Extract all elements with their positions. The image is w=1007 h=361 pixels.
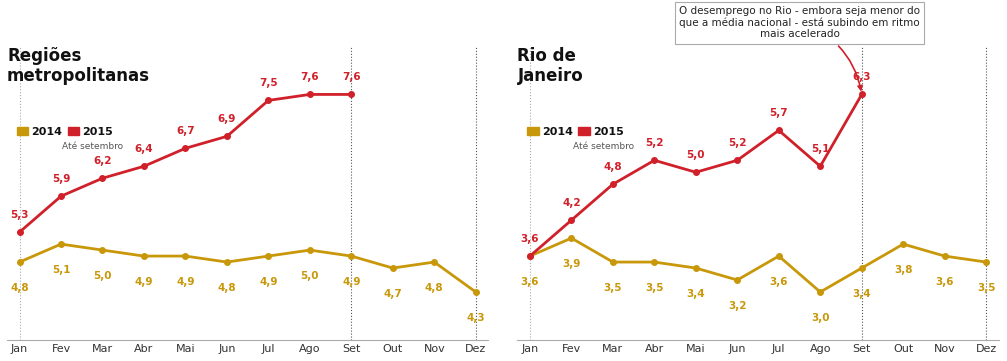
- Text: 3,6: 3,6: [769, 277, 788, 287]
- Text: 3,4: 3,4: [852, 289, 871, 299]
- Text: 5,7: 5,7: [769, 108, 788, 118]
- Text: 3,6: 3,6: [936, 277, 954, 287]
- Text: 3,4: 3,4: [687, 289, 705, 299]
- Text: Até setembro: Até setembro: [62, 142, 124, 151]
- Text: 4,3: 4,3: [466, 313, 485, 323]
- Text: 3,8: 3,8: [894, 265, 912, 275]
- Text: 7,5: 7,5: [259, 78, 278, 88]
- Text: Rio de
Janeiro: Rio de Janeiro: [518, 47, 583, 85]
- Text: Regiões
metropolitanas: Regiões metropolitanas: [7, 47, 150, 85]
- Text: Regiões
metropolitanas (EM %): Regiões metropolitanas (EM %): [7, 47, 134, 68]
- Text: 5,3: 5,3: [10, 210, 29, 220]
- Text: 4,9: 4,9: [342, 277, 361, 287]
- Text: 4,2: 4,2: [562, 198, 581, 208]
- Text: 6,4: 6,4: [135, 144, 153, 154]
- Text: 7,6: 7,6: [342, 73, 361, 82]
- Text: 5,0: 5,0: [301, 271, 319, 281]
- Text: 3,2: 3,2: [728, 301, 746, 311]
- Legend: 2014, 2015: 2014, 2015: [13, 122, 118, 142]
- Text: 4,8: 4,8: [603, 162, 622, 172]
- Text: 4,7: 4,7: [384, 289, 402, 299]
- Text: O desemprego no Rio - embora seja menor do
que a média nacional - está subindo e: O desemprego no Rio - embora seja menor …: [679, 6, 920, 90]
- Text: 5,9: 5,9: [51, 174, 70, 184]
- Text: 6,9: 6,9: [218, 114, 236, 124]
- Text: 4,9: 4,9: [176, 277, 194, 287]
- Text: 5,0: 5,0: [687, 150, 705, 160]
- Text: 6,7: 6,7: [176, 126, 194, 136]
- Text: 4,9: 4,9: [259, 277, 278, 287]
- Text: 3,5: 3,5: [977, 283, 995, 293]
- Text: 6,2: 6,2: [94, 156, 112, 166]
- Text: 4,9: 4,9: [135, 277, 153, 287]
- Text: 4,8: 4,8: [10, 283, 29, 293]
- Text: 5,0: 5,0: [94, 271, 112, 281]
- Text: 3,6: 3,6: [521, 234, 539, 244]
- Text: 7,6: 7,6: [300, 73, 319, 82]
- Text: 3,9: 3,9: [562, 259, 581, 269]
- Text: 5,1: 5,1: [51, 265, 70, 275]
- Text: 3,6: 3,6: [521, 277, 539, 287]
- Text: 6,3: 6,3: [853, 73, 871, 82]
- Text: 4,8: 4,8: [425, 283, 444, 293]
- Text: 3,5: 3,5: [645, 283, 664, 293]
- Text: Até setembro: Até setembro: [573, 142, 634, 151]
- Text: 5,2: 5,2: [728, 138, 746, 148]
- Text: 5,1: 5,1: [811, 144, 830, 154]
- Text: 3,5: 3,5: [603, 283, 622, 293]
- Text: 3,0: 3,0: [811, 313, 830, 323]
- Text: Rio de
Janeiro (EM %): Rio de Janeiro (EM %): [518, 47, 599, 68]
- Legend: 2014, 2015: 2014, 2015: [523, 122, 628, 142]
- Text: 5,2: 5,2: [645, 138, 664, 148]
- Text: 4,8: 4,8: [218, 283, 237, 293]
